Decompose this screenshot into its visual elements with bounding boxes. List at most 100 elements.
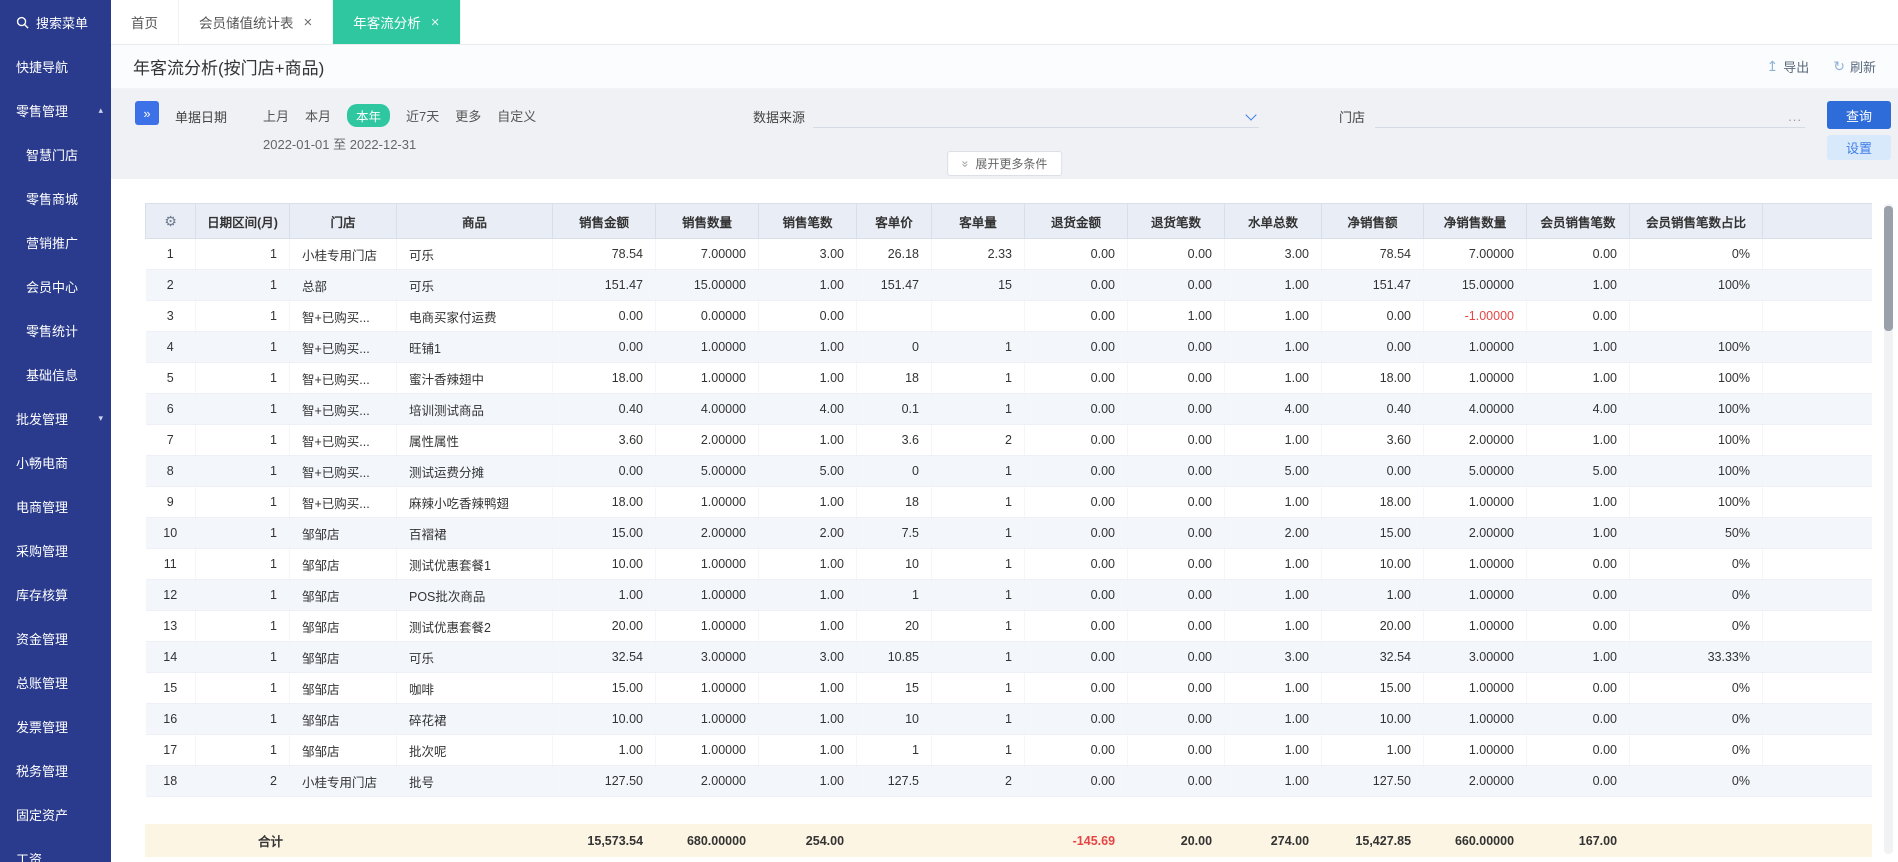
sidebar-item-marketing-promotion[interactable]: 营销推广 [0,220,111,264]
sidebar-item-retail-statistics[interactable]: 零售统计 [0,308,111,352]
cell-filler [1762,703,1872,735]
table-row[interactable]: 18 2 小桂专用门店 批号 127.50 2.00000 1.00 127.5 2 0.00 0.… [145,765,1872,797]
table-row[interactable]: 2 1 总部 可乐 151.47 15.00000 1.00 151.47 15 0.00 0.00… [145,269,1872,301]
quick-option-custom[interactable]: 自定义 [497,109,537,124]
quick-option-more[interactable]: 更多 [455,109,482,124]
cell: 智+已购买... [289,331,397,363]
cell: 20 [856,610,932,642]
data-source-select[interactable] [813,101,1259,128]
column-header[interactable]: 客单价 [856,203,932,239]
column-header[interactable]: 客单量 [931,203,1025,239]
column-header[interactable]: 商品 [396,203,553,239]
sidebar-item-salary[interactable]: 工资 [0,836,111,862]
sidebar-item-ecommerce-management[interactable]: 电商管理 [0,484,111,528]
cell: 1.00 [552,579,656,611]
refresh-button[interactable]: ↻ 刷新 [1833,57,1876,76]
table-row[interactable]: 13 1 邹邹店 测试优惠套餐2 20.00 1.00000 1.00 20 1 0.00 0.00… [145,610,1872,642]
tab-member-stored-value-report[interactable]: 会员储值统计表 × [179,0,334,44]
quick-option-last-month[interactable]: 上月 [263,109,290,124]
column-header[interactable]: 退货金额 [1024,203,1128,239]
cell: 0.00 [1024,424,1128,456]
cell: 1.00000 [1423,362,1527,394]
cell: 0.00 [1526,579,1630,611]
scrollbar-thumb[interactable] [1884,206,1893,331]
table-row[interactable]: 16 1 邹邹店 碎花裙 10.00 1.00000 1.00 10 1 0.00 0.00 1.00… [145,703,1872,735]
quick-option-this-month[interactable]: 本月 [305,109,332,124]
table-row[interactable]: 5 1 智+已购买... 蜜汁香辣翅中 18.00 1.00000 1.00 18 1 0.00 0… [145,362,1872,394]
cell: 可乐 [396,641,553,673]
sidebar-item-tax-management[interactable]: 税务管理 [0,748,111,792]
sidebar-item-retail-mall[interactable]: 零售商城 [0,176,111,220]
table-row[interactable]: 7 1 智+已购买... 属性属性 3.60 2.00000 1.00 3.6 2 0.00 0.0… [145,424,1872,456]
cell: 0.00 [1321,331,1424,363]
cell: 2.00 [758,517,857,549]
quick-option-last-7-days[interactable]: 近7天 [406,109,440,124]
column-header[interactable]: 净销售数量 [1423,203,1527,239]
date-range-value[interactable]: 2022-01-01 至 2022-12-31 [263,137,417,152]
column-header[interactable]: 退货笔数 [1127,203,1225,239]
scrollbar-track[interactable] [1884,204,1893,854]
column-header[interactable]: 会员销售笔数 [1526,203,1630,239]
sidebar-item-inventory-accounting[interactable]: 库存核算 [0,572,111,616]
cell: 100% [1629,269,1763,301]
close-icon[interactable]: × [303,13,313,31]
column-header[interactable]: 门店 [289,203,397,239]
table-row[interactable]: 14 1 邹邹店 可乐 32.54 3.00000 3.00 10.85 1 0.00 0.00 3.… [145,641,1872,673]
quick-option-this-year[interactable]: 本年 [347,104,391,127]
cell: 智+已购买... [289,362,397,394]
table-row[interactable]: 6 1 智+已购买... 培训测试商品 0.40 4.00000 4.00 0.1 1 0.00 0… [145,393,1872,425]
sidebar-item-smart-store[interactable]: 智慧门店 [0,132,111,176]
table-row[interactable]: 12 1 邹邹店 POS批次商品 1.00 1.00000 1.00 1 1 0.00 0.00 1.… [145,579,1872,611]
table-row[interactable]: 17 1 邹邹店 批次呢 1.00 1.00000 1.00 1 1 0.00 0.00 1.00 1.… [145,734,1872,766]
settings-button[interactable]: 设置 [1827,135,1891,160]
sidebar-item-label: 税务管理 [16,763,69,779]
sidebar-item-wholesale-management[interactable]: 批发管理 ▾ [0,396,111,440]
store-picker-input[interactable]: ... [1375,101,1805,128]
cell: 5.00 [1526,455,1630,487]
cell: 10 [856,548,932,580]
column-header[interactable]: 会员销售笔数占比 [1629,203,1763,239]
expand-more-conditions-button[interactable]: » 展开更多条件 [946,151,1063,176]
sidebar-item-member-center[interactable]: 会员中心 [0,264,111,308]
sidebar-item-general-ledger[interactable]: 总账管理 [0,660,111,704]
table-row[interactable]: 3 1 智+已购买... 电商买家付运费 0.00 0.00000 0.00 0.00 1.00… [145,300,1872,332]
table-row[interactable]: 10 1 邹邹店 百褶裙 15.00 2.00000 2.00 7.5 1 0.00 0.00 2.0… [145,517,1872,549]
expand-panel-button[interactable]: » [135,101,159,125]
table-row[interactable]: 11 1 邹邹店 测试优惠套餐1 10.00 1.00000 1.00 10 1 0.00 0.00… [145,548,1872,580]
column-header[interactable]: 销售金额 [552,203,656,239]
sidebar-item-fixed-assets[interactable]: 固定资产 [0,792,111,836]
cell: 0.00 [1024,331,1128,363]
table-row[interactable]: 15 1 邹邹店 咖啡 15.00 1.00000 1.00 15 1 0.00 0.00 1.00 1… [145,672,1872,704]
column-header[interactable]: 净销售额 [1321,203,1424,239]
column-header[interactable]: 日期区间(月) [195,203,290,239]
sidebar-item-basic-info[interactable]: 基础信息 [0,352,111,396]
sidebar-item-purchase-management[interactable]: 采购管理 [0,528,111,572]
column-settings-button[interactable]: ⚙ [145,203,196,239]
cell: 1.00000 [655,703,759,735]
query-button[interactable]: 查询 [1827,101,1891,129]
sidebar-item-search-menu[interactable]: 搜索菜单 [0,0,111,44]
column-header[interactable]: 销售笔数 [758,203,857,239]
page-title: 年客流分析(按门店+商品) [133,59,325,78]
sidebar-item-quick-nav[interactable]: 快捷导航 [0,44,111,88]
sidebar-item-funds-management[interactable]: 资金管理 [0,616,111,660]
column-header[interactable]: 水单总数 [1224,203,1322,239]
sidebar-item-retail-management[interactable]: 零售管理 ▴ [0,88,111,132]
tab-annual-traffic-analysis[interactable]: 年客流分析 × [333,0,461,44]
cell: 0.00 [1127,331,1225,363]
table-row[interactable]: 1 1 小桂专用门店 可乐 78.54 7.00000 3.00 26.18 2.33 0.00 0… [145,238,1872,270]
sidebar-item-xiaochang-ecommerce[interactable]: 小畅电商 [0,440,111,484]
summary-filler [1762,824,1872,857]
close-icon[interactable]: × [430,13,440,31]
table-row[interactable]: 9 1 智+已购买... 麻辣小吃香辣鸭翅 18.00 1.00000 1.00 18 1 0.0… [145,486,1872,518]
cell: 1.00 [1224,610,1322,642]
cell: 1.00 [758,610,857,642]
export-button[interactable]: ↥ 导出 [1767,57,1810,76]
double-chevron-right-icon: » [143,105,151,121]
tab-home[interactable]: 首页 [111,0,179,44]
row-index: 13 [145,610,196,642]
table-row[interactable]: 8 1 智+已购买... 测试运费分摊 0.00 5.00000 5.00 0 1 0.00 0.0… [145,455,1872,487]
table-row[interactable]: 4 1 智+已购买... 旺铺1 0.00 1.00000 1.00 0 1 0.00 0.00 1.… [145,331,1872,363]
sidebar-item-invoice-management[interactable]: 发票管理 [0,704,111,748]
column-header[interactable]: 销售数量 [655,203,759,239]
